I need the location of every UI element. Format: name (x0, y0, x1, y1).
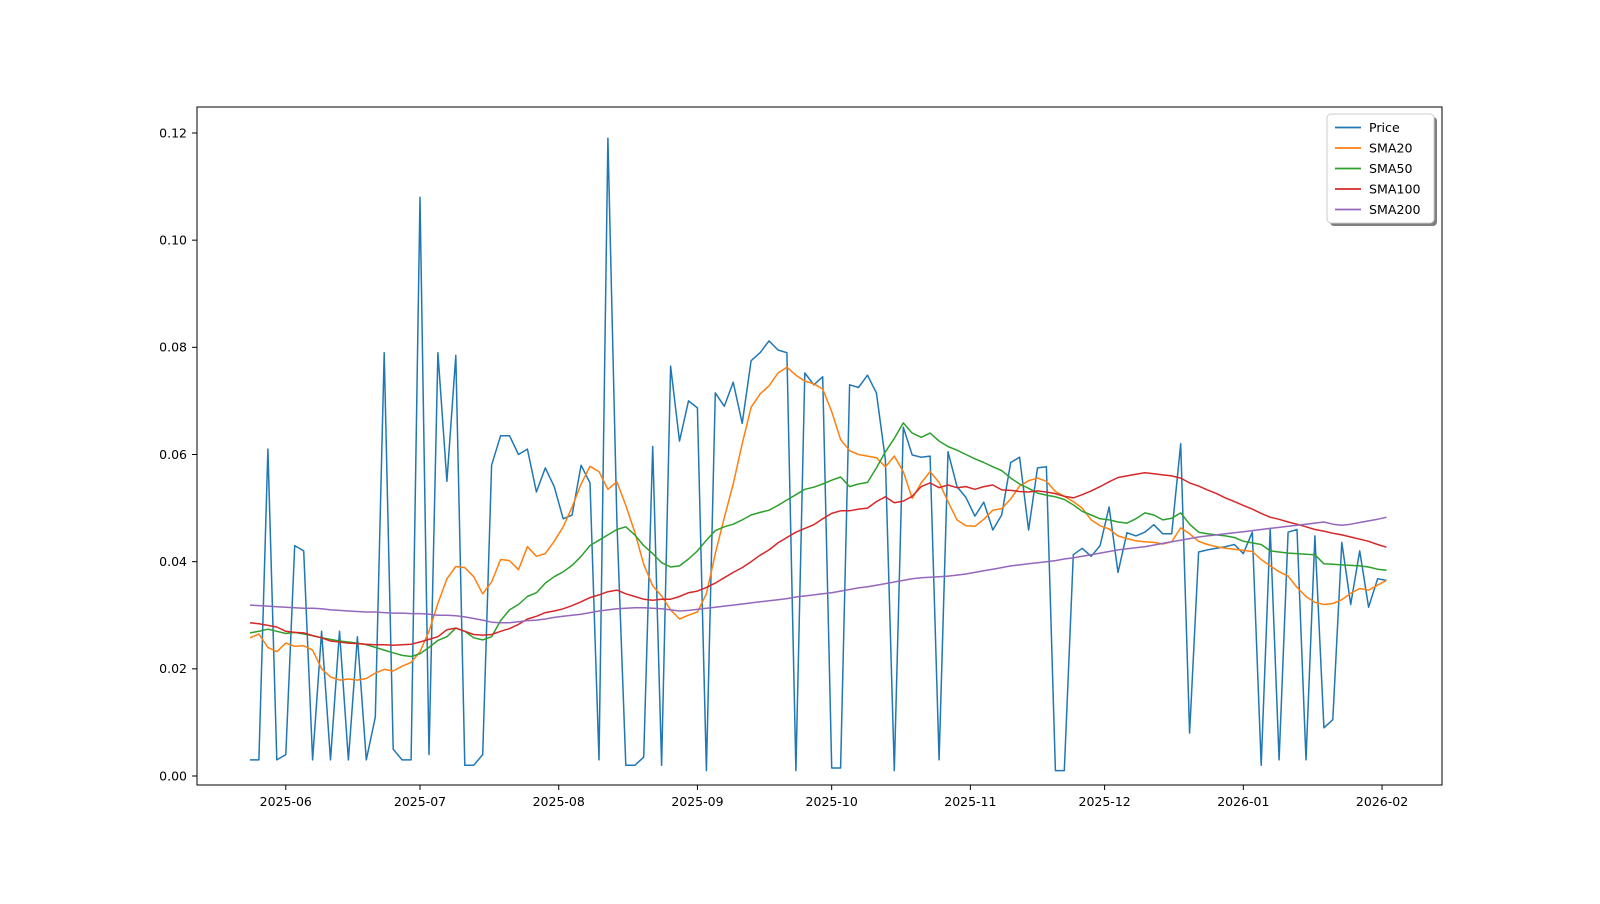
plot-frame (196, 106, 1443, 786)
sma100-line (249, 471, 1387, 647)
legend-entry-sma20: SMA20 (1335, 140, 1413, 155)
legend-label: SMA100 (1369, 181, 1421, 196)
x-tick-label: 2025-09 (671, 794, 723, 809)
sma20-line (249, 366, 1387, 681)
legend-entry-sma200: SMA200 (1335, 202, 1421, 217)
x-tick-label: 2026-02 (1356, 794, 1408, 809)
legend-box (1326, 113, 1435, 224)
legend-label: SMA50 (1369, 161, 1413, 176)
legend-entry-sma50: SMA50 (1335, 161, 1413, 176)
x-tick-label: 2025-10 (806, 794, 858, 809)
legend-label: SMA20 (1369, 140, 1413, 155)
legend-label: SMA200 (1369, 202, 1421, 217)
price-line (250, 137, 1387, 772)
legend-label: Price (1369, 120, 1400, 135)
sma200-line (249, 516, 1387, 624)
y-tick-label: 0.10 (159, 232, 187, 247)
sma50-line (249, 422, 1387, 658)
x-tick-label: 2025-07 (394, 794, 446, 809)
y-tick-label: 0.04 (159, 554, 187, 569)
y-tick-label: 0.08 (159, 340, 187, 355)
x-tick-label: 2026-01 (1217, 794, 1269, 809)
y-tick-label: 0.00 (159, 768, 187, 783)
legend-entry-sma100: SMA100 (1335, 181, 1421, 196)
x-tick-label: 2025-11 (944, 794, 996, 809)
y-tick-label: 0.12 (159, 125, 187, 140)
y-tick-label: 0.06 (159, 447, 187, 462)
x-tick-label: 2025-08 (533, 794, 585, 809)
legend-entry-price: Price (1335, 120, 1400, 135)
y-tick-label: 0.02 (159, 661, 187, 676)
x-tick-label: 2025-06 (260, 794, 312, 809)
x-tick-label: 2025-12 (1079, 794, 1131, 809)
